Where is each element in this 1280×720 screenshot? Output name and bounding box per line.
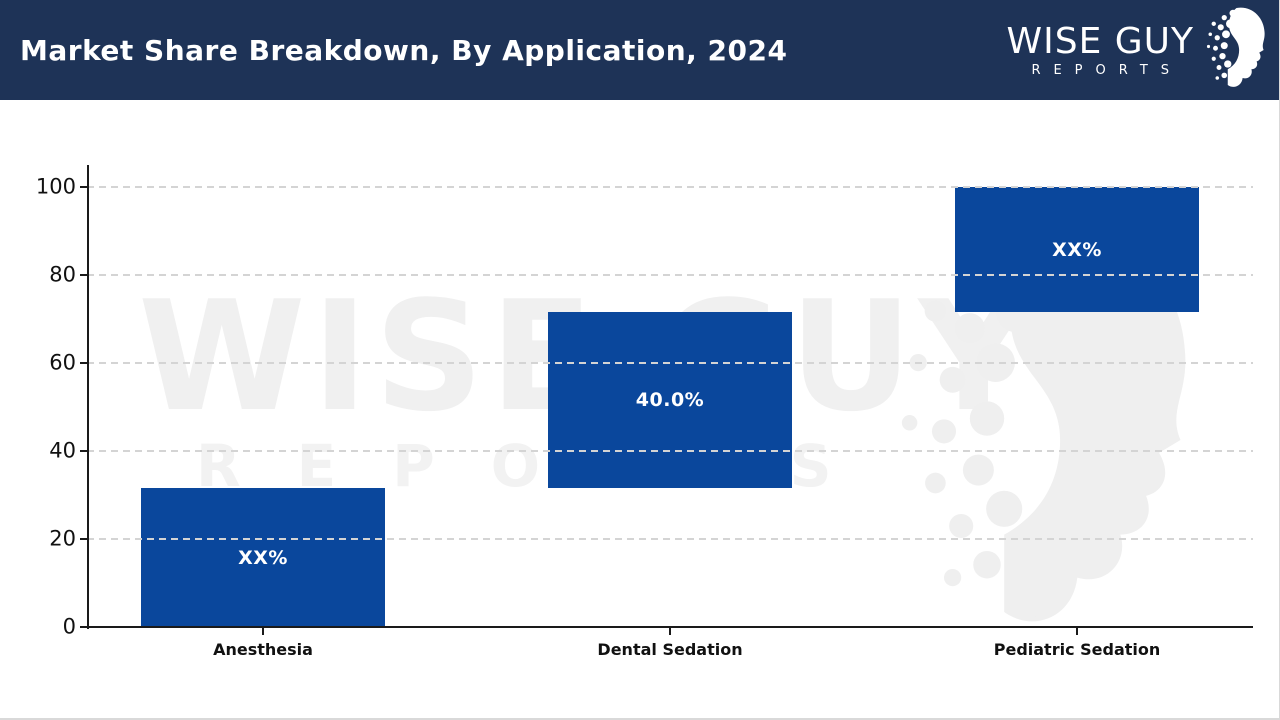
ytick-label-0: 0 bbox=[62, 614, 76, 639]
gridline-80 bbox=[87, 274, 1253, 276]
xtick-1 bbox=[669, 628, 671, 635]
ytick-label-20: 20 bbox=[49, 526, 76, 551]
xcat-label-pediatric-sedation: Pediatric Sedation bbox=[993, 640, 1161, 659]
wiseguy-face-icon bbox=[1206, 7, 1265, 87]
wiseguy-logo-text: WISE GUY REPORTS bbox=[1006, 20, 1195, 78]
ytick-label-60: 60 bbox=[49, 350, 76, 375]
gridline-60 bbox=[87, 362, 1253, 364]
ytick-20 bbox=[80, 538, 87, 540]
page-title: Market Share Breakdown, By Application, … bbox=[20, 33, 788, 67]
bar-pediatric-sedation: XX% bbox=[955, 187, 1199, 313]
ytick-label-100: 100 bbox=[35, 174, 76, 199]
gridline-20 bbox=[87, 538, 1253, 540]
ytick-0 bbox=[80, 626, 87, 628]
ytick-label-80: 80 bbox=[49, 262, 76, 287]
xtick-2 bbox=[1076, 628, 1078, 635]
gridline-100 bbox=[87, 186, 1253, 188]
bar-value-label: XX% bbox=[238, 546, 288, 569]
xcat-label-dental-sedation: Dental Sedation bbox=[597, 640, 743, 659]
xtick-0 bbox=[262, 628, 264, 635]
bar-value-label: XX% bbox=[1052, 238, 1102, 261]
xcat-label-anesthesia: Anesthesia bbox=[213, 640, 313, 659]
logo-subtitle: REPORTS bbox=[1031, 62, 1183, 78]
ytick-100 bbox=[80, 186, 87, 188]
bar-value-label: 40.0% bbox=[635, 389, 705, 412]
logo-wordmark: WISE GUY bbox=[1006, 20, 1194, 62]
ytick-label-40: 40 bbox=[49, 438, 76, 463]
y-axis-spine bbox=[87, 165, 89, 629]
gridline-40 bbox=[87, 450, 1253, 452]
ytick-80 bbox=[80, 274, 87, 276]
ytick-60 bbox=[80, 362, 87, 364]
bar-anesthesia: XX% bbox=[141, 488, 385, 627]
ytick-40 bbox=[80, 450, 87, 452]
wiseguy-logo: WISE GUY REPORTS bbox=[1007, 0, 1269, 100]
bar-dental-sedation: 40.0% bbox=[548, 312, 792, 489]
x-axis-spine bbox=[87, 626, 1253, 628]
header-band: Market Share Breakdown, By Application, … bbox=[0, 0, 1279, 100]
